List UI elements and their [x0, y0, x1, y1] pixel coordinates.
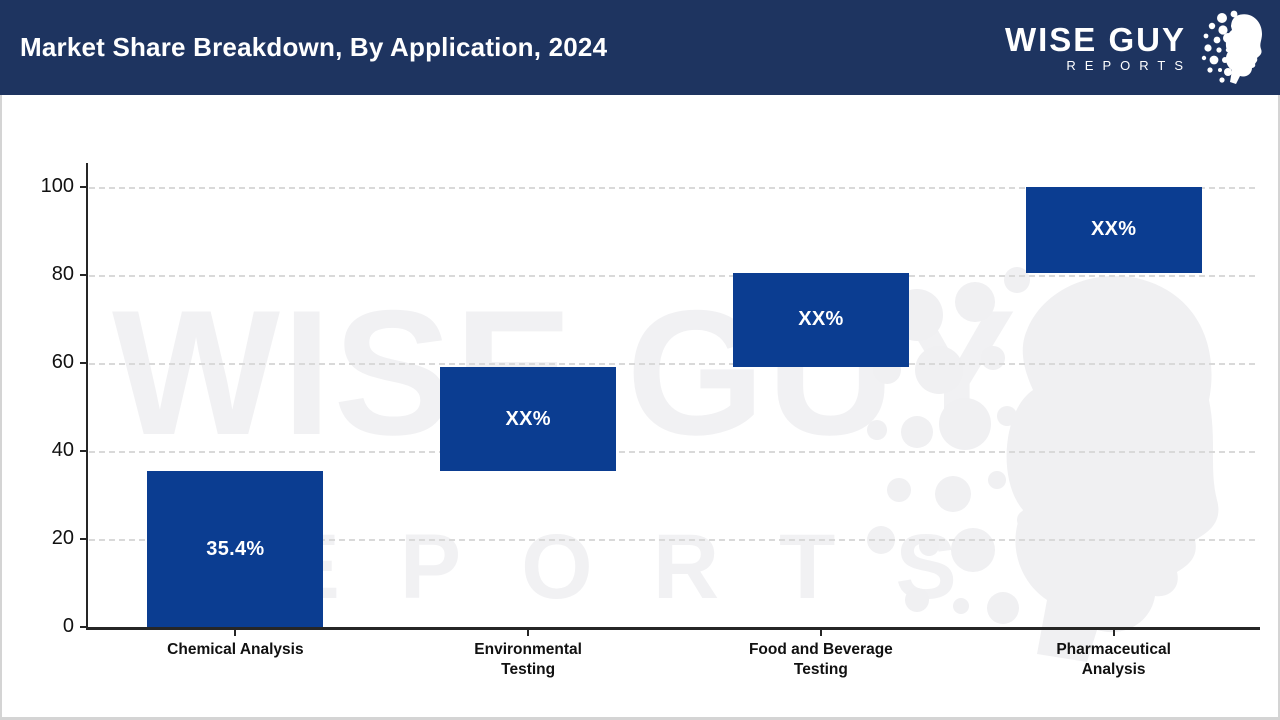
y-axis-tick-mark [80, 274, 87, 276]
category-label-line: Pharmaceutical [1056, 641, 1171, 658]
category-label: Chemical Analysis [105, 640, 365, 660]
y-axis-tick-mark [80, 538, 87, 540]
bar-segment: 35.4% [147, 471, 324, 627]
category-label-line: Analysis [1081, 661, 1146, 678]
bar-value-label: XX% [1090, 218, 1137, 241]
x-axis-tick-mark [1112, 630, 1115, 636]
y-axis-tick-label: 80 [51, 263, 74, 285]
x-axis-line [86, 627, 1260, 630]
y-axis-tick-label: 100 [40, 175, 74, 197]
y-axis-tick-label: 0 [62, 615, 74, 637]
gridline [89, 539, 1255, 541]
y-axis-tick-mark [80, 362, 87, 364]
header-bar: Market Share Breakdown, By Application, … [0, 0, 1280, 95]
category-label-line: Food and Beverage [748, 641, 893, 658]
bar-segment: XX% [1025, 187, 1202, 273]
x-axis-tick-mark [234, 630, 237, 636]
watermark-head-icon [867, 267, 1219, 662]
logo-face-icon [1201, 10, 1262, 84]
category-label: Pharmaceutical Analysis [984, 640, 1244, 680]
bar-segment: XX% [732, 272, 909, 367]
y-axis-tick-mark [80, 450, 87, 452]
page-title: Market Share Breakdown, By Application, … [20, 32, 608, 62]
x-axis-tick-mark [819, 630, 822, 636]
chart-canvas: WISE GUY REPORTS 0 20 40 60 80 100 35.4% XX% XX… [0, 95, 1280, 720]
gridline [89, 363, 1255, 365]
gridline [89, 275, 1255, 277]
bar-value-label: XX% [798, 308, 844, 331]
brand-logo-text: WISE GUY REPORTS [1004, 20, 1186, 73]
gridline [89, 187, 1255, 189]
y-axis-tick-mark [80, 186, 87, 188]
brand-name: WISE GUY [1004, 20, 1186, 58]
bar-value-label: XX% [505, 407, 551, 430]
y-axis-tick-label: 60 [51, 351, 74, 373]
category-label-line: Chemical Analysis [167, 641, 304, 658]
category-label-line: Environmental [474, 641, 582, 658]
y-axis-spine [86, 163, 88, 629]
bar-segment: XX% [440, 366, 617, 472]
category-label: Food and Beverage Testing [691, 640, 951, 680]
y-axis-tick-mark [80, 626, 87, 628]
category-label-line: Testing [501, 661, 556, 678]
category-label: Environmental Testing [398, 640, 658, 680]
bar-value-label: 35.4% [206, 537, 265, 560]
y-axis-tick-label: 40 [51, 439, 74, 461]
brand-subname: REPORTS [1066, 57, 1192, 73]
gridline [89, 451, 1255, 453]
x-axis-tick-mark [527, 630, 530, 636]
brand-logo: WISE GUY REPORTS [1005, 8, 1266, 88]
y-axis-tick-label: 20 [51, 527, 74, 549]
category-label-line: Testing [793, 661, 848, 678]
